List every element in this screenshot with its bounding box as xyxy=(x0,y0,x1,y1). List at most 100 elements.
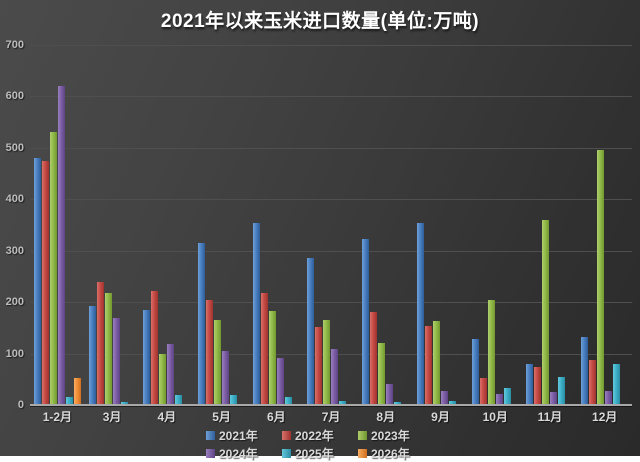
chart-title: 2021年以来玉米进口数量(单位:万吨) xyxy=(160,11,480,32)
bar-2025年-7月 xyxy=(339,400,347,405)
bar-2022年-7月 xyxy=(315,327,323,405)
legend-label: 2025年 xyxy=(295,447,334,461)
bar-2021年-11月 xyxy=(526,364,534,405)
y-tick-label: 500 xyxy=(5,141,24,154)
plot-area xyxy=(30,45,632,406)
bar-group-7月 xyxy=(307,45,354,405)
bar-2023年-4月 xyxy=(159,353,167,405)
legend-label: 2021年 xyxy=(219,429,258,443)
legend-swatch-icon xyxy=(206,449,215,458)
bar-group-9月 xyxy=(416,45,464,405)
bar-2024年-7月 xyxy=(331,349,339,405)
bar-2025年-3月 xyxy=(120,401,128,405)
legend-swatch-icon xyxy=(206,431,215,440)
bar-2022年-3月 xyxy=(96,281,104,405)
y-tick-label: 200 xyxy=(5,296,24,309)
x-axis-line xyxy=(30,404,632,406)
bar-group-11月 xyxy=(526,45,573,405)
bar-2021年-6月 xyxy=(252,222,260,405)
y-tick-label: 300 xyxy=(5,244,24,257)
bar-2023年-5月 xyxy=(214,319,222,405)
bar-2025年-1-2月 xyxy=(65,397,73,405)
legend-grid: 2021年 2022年 2023年 2024年 2025年 2026年 xyxy=(206,427,434,462)
legend-swatch-icon xyxy=(358,431,367,440)
legend-item-2024年: 2024年 xyxy=(206,445,282,462)
bar-2024年-5月 xyxy=(222,351,230,405)
bar-2024年-4月 xyxy=(167,344,175,405)
y-tick-label: 400 xyxy=(5,193,24,206)
x-tick-label: 10月 xyxy=(482,410,508,424)
bar-2025年-10月 xyxy=(503,388,511,405)
x-tick-label: 7月 xyxy=(321,410,341,424)
bar-2021年-12月 xyxy=(581,337,589,405)
legend-swatch-icon xyxy=(358,449,367,458)
bar-group-6月 xyxy=(252,45,300,405)
bar-group-1-2月 xyxy=(33,45,81,405)
bar-2023年-1-2月 xyxy=(49,131,57,405)
bar-2021年-10月 xyxy=(471,339,479,405)
bar-2023年-11月 xyxy=(542,220,550,405)
bar-2025年-6月 xyxy=(284,396,292,405)
x-tick-label: 6月 xyxy=(266,410,286,424)
gridline xyxy=(30,96,632,98)
x-tick-label: 9月 xyxy=(431,410,450,424)
legend-swatch-icon xyxy=(282,449,291,458)
bar-2023年-12月 xyxy=(597,150,605,405)
bar-2024年-12月 xyxy=(605,391,613,405)
gridline xyxy=(30,250,632,252)
x-tick-label: 3月 xyxy=(102,410,122,424)
legend-label: 2023年 xyxy=(371,429,410,443)
legend-label: 2024年 xyxy=(219,447,258,461)
bar-2022年-9月 xyxy=(424,326,432,405)
bar-2021年-1-2月 xyxy=(33,158,41,405)
bar-2021年-5月 xyxy=(198,242,206,405)
y-tick-label: 600 xyxy=(5,90,24,103)
bar-2023年-7月 xyxy=(323,319,331,405)
bar-2021年-8月 xyxy=(362,238,370,405)
bar-2025年-11月 xyxy=(558,376,566,405)
x-tick-label: 11月 xyxy=(537,410,563,424)
bar-2022年-11月 xyxy=(534,366,542,405)
x-tick-label: 12月 xyxy=(592,410,618,424)
x-tick-label: 1-2月 xyxy=(42,410,73,424)
bar-group-10月 xyxy=(471,45,519,405)
bar-2026年-1-2月 xyxy=(73,378,81,405)
bar-2025年-5月 xyxy=(230,394,238,405)
bar-2021年-7月 xyxy=(307,257,315,405)
bar-2023年-8月 xyxy=(378,343,386,405)
bar-2024年-11月 xyxy=(550,391,558,405)
bar-2022年-6月 xyxy=(260,293,268,405)
bar-2025年-4月 xyxy=(175,395,183,405)
bar-2024年-8月 xyxy=(386,383,394,405)
bar-group-12月 xyxy=(581,45,628,405)
legend-item-2026年: 2026年 xyxy=(358,445,434,462)
bar-2021年-9月 xyxy=(416,223,424,405)
bar-2022年-1-2月 xyxy=(41,161,49,405)
bar-2023年-3月 xyxy=(104,293,112,405)
bar-2023年-6月 xyxy=(268,310,276,405)
gridline xyxy=(30,199,632,201)
bar-2022年-10月 xyxy=(479,378,487,405)
legend-item-2025年: 2025年 xyxy=(282,445,358,462)
legend-item-2022年: 2022年 xyxy=(282,427,358,444)
bar-2024年-9月 xyxy=(440,390,448,405)
gridline xyxy=(30,302,632,304)
bar-group-4月 xyxy=(143,45,190,405)
gridline xyxy=(30,147,632,149)
y-tick-label: 0 xyxy=(17,399,24,411)
bar-2021年-3月 xyxy=(88,306,96,405)
bar-2022年-5月 xyxy=(206,299,214,405)
x-tick-label: 8月 xyxy=(376,410,396,424)
y-tick-label: 100 xyxy=(5,347,24,360)
bar-2024年-10月 xyxy=(495,393,503,405)
bar-2023年-10月 xyxy=(487,299,495,405)
x-tick-label: 4月 xyxy=(157,410,177,424)
bar-group-5月 xyxy=(198,45,245,405)
bar-2022年-8月 xyxy=(370,312,378,405)
bar-2025年-9月 xyxy=(448,401,456,405)
bar-2024年-1-2月 xyxy=(57,86,65,405)
y-axis-labels: 0 100 200 300 400 500 600 700 xyxy=(0,39,26,411)
bar-2024年-3月 xyxy=(112,317,120,405)
bar-groups xyxy=(30,45,632,405)
